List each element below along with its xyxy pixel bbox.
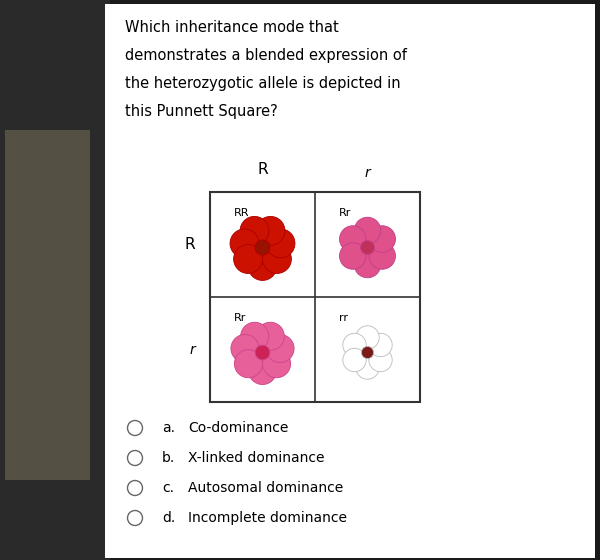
- Bar: [0, 0, 110, 560]
- Text: Which inheritance mode that: Which inheritance mode that: [125, 20, 339, 35]
- Circle shape: [266, 229, 295, 258]
- Circle shape: [230, 229, 259, 258]
- Text: d.: d.: [162, 511, 175, 525]
- Text: RR: RR: [234, 208, 250, 218]
- Text: X-linked dominance: X-linked dominance: [188, 451, 325, 465]
- Circle shape: [233, 245, 262, 273]
- Circle shape: [361, 241, 374, 254]
- Text: R: R: [257, 162, 268, 177]
- Text: R: R: [184, 237, 195, 252]
- Text: demonstrates a blended expression of: demonstrates a blended expression of: [125, 48, 407, 63]
- Text: Rr: Rr: [339, 208, 352, 218]
- Text: this Punnett Square?: this Punnett Square?: [125, 104, 278, 119]
- Circle shape: [128, 480, 143, 496]
- Circle shape: [241, 322, 269, 351]
- Circle shape: [128, 421, 143, 436]
- Circle shape: [369, 226, 395, 252]
- Text: Rr: Rr: [234, 312, 247, 323]
- Circle shape: [369, 333, 392, 357]
- Text: r: r: [189, 343, 195, 357]
- Text: Autosomal dominance: Autosomal dominance: [188, 481, 343, 495]
- Circle shape: [354, 217, 381, 244]
- Circle shape: [263, 245, 292, 273]
- Circle shape: [256, 322, 284, 351]
- Circle shape: [340, 242, 366, 269]
- Circle shape: [256, 216, 285, 245]
- Bar: [210, 192, 420, 402]
- Text: c.: c.: [162, 481, 174, 495]
- Text: r: r: [365, 166, 370, 180]
- Text: b.: b.: [162, 451, 175, 465]
- Circle shape: [343, 348, 366, 372]
- Circle shape: [231, 334, 259, 362]
- Circle shape: [263, 349, 290, 378]
- Circle shape: [255, 240, 270, 255]
- Circle shape: [255, 345, 270, 360]
- Circle shape: [128, 450, 143, 465]
- Circle shape: [266, 334, 294, 362]
- Circle shape: [356, 326, 379, 349]
- Circle shape: [340, 226, 366, 252]
- Circle shape: [248, 251, 277, 281]
- Circle shape: [356, 356, 379, 379]
- Circle shape: [128, 511, 143, 525]
- Circle shape: [369, 242, 395, 269]
- Circle shape: [343, 333, 366, 357]
- Circle shape: [354, 251, 381, 278]
- Bar: [210, 192, 420, 402]
- Circle shape: [235, 349, 262, 378]
- Bar: [5, 130, 90, 480]
- Text: rr: rr: [339, 312, 348, 323]
- Circle shape: [248, 357, 277, 385]
- Circle shape: [369, 348, 392, 372]
- FancyBboxPatch shape: [105, 4, 595, 558]
- Text: Co-dominance: Co-dominance: [188, 421, 289, 435]
- Text: Incomplete dominance: Incomplete dominance: [188, 511, 347, 525]
- Circle shape: [361, 347, 374, 358]
- Text: a.: a.: [162, 421, 175, 435]
- Circle shape: [240, 216, 269, 245]
- Text: the heterozygotic allele is depicted in: the heterozygotic allele is depicted in: [125, 76, 401, 91]
